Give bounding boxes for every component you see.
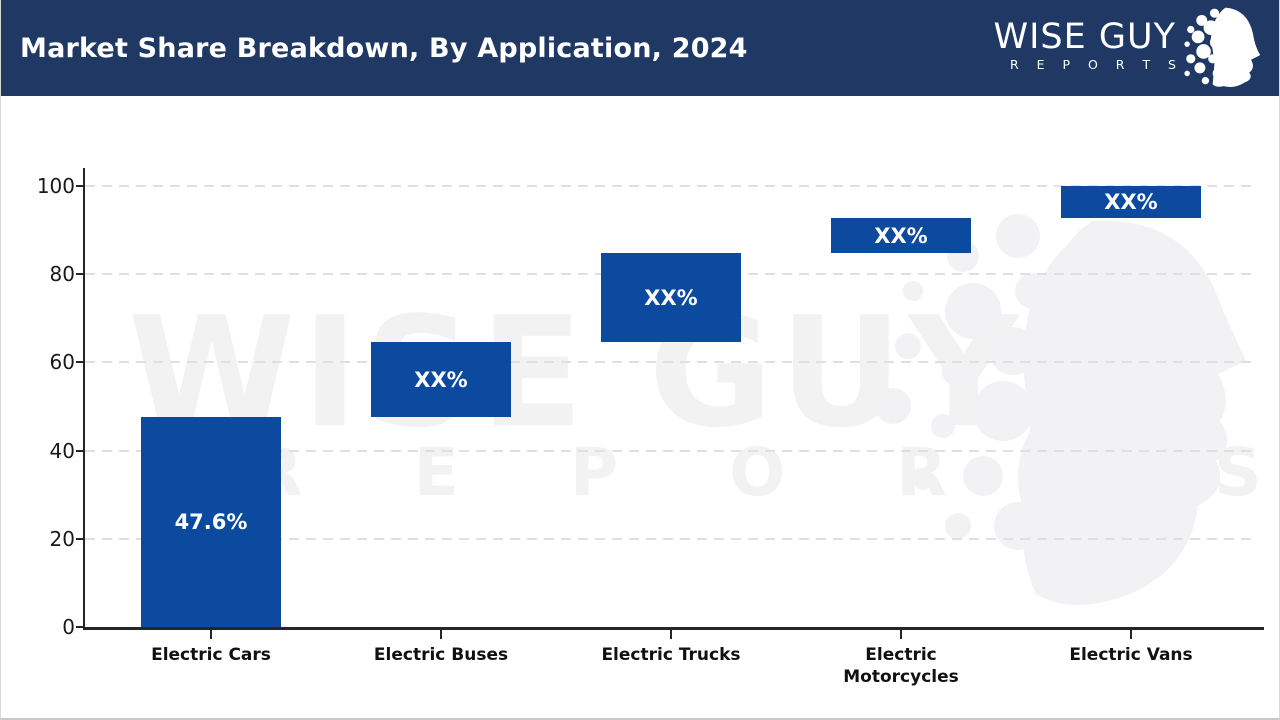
- gridline-40: [85, 449, 1253, 452]
- y-tick-label-0: 0: [62, 615, 75, 639]
- bar-electric-cars: [141, 417, 281, 627]
- brand-logo: WISE GUY R E P O R T S: [993, 0, 1262, 96]
- bar-electric-trucks: [601, 253, 741, 343]
- y-axis-tick-40: [76, 449, 85, 452]
- bar-value-label-electric-vans: XX%: [1104, 190, 1158, 215]
- gridline-20: [85, 537, 1253, 540]
- bar-value-label-electric-trucks: XX%: [644, 285, 698, 310]
- x-axis-label-electric-cars: Electric Cars: [151, 645, 271, 665]
- x-axis-tick-electric-motorcycles: [900, 630, 902, 639]
- brand-head-icon: [1178, 2, 1262, 94]
- bar-electric-vans: [1061, 186, 1201, 219]
- x-axis-tick-electric-buses: [440, 630, 442, 639]
- y-tick-label-100: 100: [36, 174, 75, 198]
- y-tick-label-40: 40: [49, 438, 75, 463]
- x-axis-tick-electric-trucks: [670, 630, 672, 639]
- bar-value-label-electric-buses: XX%: [414, 367, 468, 392]
- brand-subtitle: R E P O R T S: [1009, 57, 1183, 73]
- x-axis-tick-electric-cars: [210, 630, 212, 639]
- bar-electric-motorcycles: [831, 218, 971, 254]
- y-tick-label-20: 20: [49, 526, 75, 551]
- y-tick-label-80: 80: [49, 262, 75, 287]
- brand-name: WISE GUY: [993, 17, 1176, 58]
- gridline-100: [85, 185, 1253, 187]
- bar-value-label-electric-cars: 47.6%: [174, 510, 248, 535]
- gridline-60: [85, 361, 1253, 364]
- watermark-head-icon: [868, 196, 1268, 640]
- x-axis-label-electric-buses: Electric Buses: [373, 645, 509, 665]
- x-axis-label-electric-vans: Electric Vans: [1069, 645, 1193, 665]
- chart-title: Market Share Breakdown, By Application, …: [20, 32, 748, 64]
- x-axis-spine: [83, 627, 1264, 630]
- y-axis-spine: [83, 168, 85, 629]
- brand-logo-text: WISE GUY R E P O R T S: [993, 20, 1176, 72]
- y-axis-tick-60: [76, 361, 85, 364]
- x-axis-label-electric-trucks: Electric Trucks: [601, 645, 741, 665]
- header-bar: Market Share Breakdown, By Application, …: [0, 0, 1280, 96]
- y-axis-tick-80: [76, 273, 85, 276]
- y-axis-tick-100: [76, 185, 85, 187]
- bar-electric-buses: [371, 342, 511, 418]
- y-axis-tick-20: [76, 537, 85, 540]
- y-tick-label-60: 60: [49, 350, 75, 375]
- bar-value-label-electric-motorcycles: XX%: [874, 223, 928, 248]
- chart-plot-area: WISE GUY R E P O R T S 0 20 40 60 80 100 47.6%…: [0, 96, 1280, 720]
- x-axis-tick-electric-vans: [1130, 630, 1132, 639]
- y-axis-tick-0: [76, 626, 85, 628]
- x-axis-label-electric-motorcycles: Electric Motorcycles: [843, 645, 959, 688]
